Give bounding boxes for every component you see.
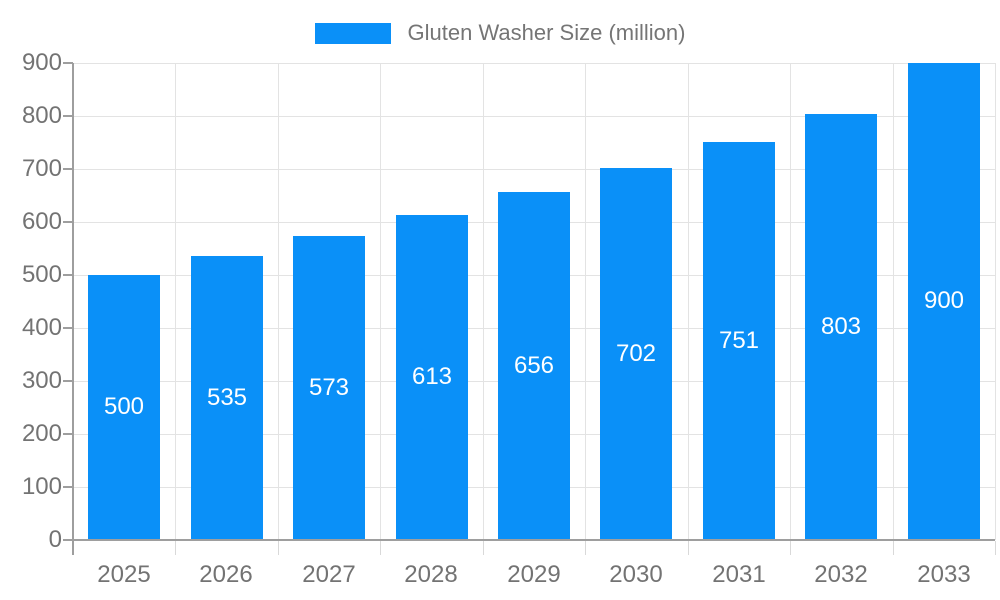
bar-value-label: 613 <box>411 363 453 390</box>
x-axis-tick-label: 2027 <box>302 561 356 588</box>
bar-2026[interactable]: 535 <box>191 256 263 539</box>
bar-value-label: 751 <box>718 326 760 354</box>
gridline-horizontal <box>74 63 995 64</box>
y-axis-tick-label: 200 <box>21 420 62 447</box>
y-axis-tick-label: 900 <box>21 49 62 76</box>
gridline-vertical <box>483 63 484 540</box>
gridline-vertical <box>790 63 791 540</box>
y-axis-tick <box>63 539 73 541</box>
x-axis-tick-label: 2033 <box>917 561 971 588</box>
gridline-vertical <box>380 63 381 540</box>
legend-label: Gluten Washer Size (million) <box>407 20 686 45</box>
legend-item[interactable]: Gluten Washer Size (million) <box>0 20 1000 46</box>
x-axis-tick-label: 2030 <box>609 561 663 588</box>
y-axis-tick <box>63 274 73 276</box>
y-axis-tick-label: 700 <box>21 155 62 182</box>
x-axis-tick <box>995 541 996 555</box>
bar-2032[interactable]: 803 <box>805 114 877 539</box>
bar-2031[interactable]: 751 <box>703 142 775 539</box>
bar-value-label: 573 <box>308 373 350 401</box>
y-axis-line <box>72 63 74 555</box>
gridline-vertical <box>278 63 279 540</box>
y-axis-tick <box>63 115 73 117</box>
bar-value-label: 900 <box>923 287 965 314</box>
y-axis-tick <box>63 168 73 170</box>
x-axis-tick <box>175 541 176 555</box>
y-axis-tick <box>63 433 73 435</box>
bar-value-label: 500 <box>103 393 145 420</box>
gridline-vertical <box>175 63 176 540</box>
y-axis-tick <box>63 221 73 223</box>
y-axis-tick-label: 100 <box>21 473 62 500</box>
x-axis-tick-label: 2028 <box>404 561 458 588</box>
gridline-vertical <box>995 63 996 540</box>
y-axis-tick-label: 400 <box>21 314 62 341</box>
bar-value-label: 656 <box>513 351 555 379</box>
gridline-vertical <box>688 63 689 540</box>
x-axis-line <box>72 539 995 541</box>
bar-2027[interactable]: 573 <box>293 236 365 539</box>
x-axis-tick <box>790 541 791 555</box>
y-axis-tick <box>63 327 73 329</box>
y-axis-tick-label: 800 <box>21 102 62 129</box>
x-axis-tick <box>688 541 689 555</box>
y-axis-tick-label: 0 <box>48 526 62 553</box>
x-axis-tick-label: 2029 <box>507 561 561 588</box>
x-axis-tick <box>483 541 484 555</box>
bar-2033[interactable]: 900 <box>908 63 980 539</box>
x-axis-tick <box>380 541 381 555</box>
bar-value-label: 702 <box>615 339 657 367</box>
gridline-vertical <box>893 63 894 540</box>
gridline-horizontal <box>74 116 995 117</box>
x-axis-tick <box>893 541 894 555</box>
y-axis-tick-label: 500 <box>21 261 62 288</box>
y-axis-tick-label: 600 <box>21 208 62 235</box>
bar-2030[interactable]: 702 <box>600 168 672 539</box>
gridline-horizontal <box>74 169 995 170</box>
y-axis-tick-label: 300 <box>21 367 62 394</box>
gridline-vertical <box>585 63 586 540</box>
bar-2025[interactable]: 500 <box>88 275 160 539</box>
x-axis-tick-label: 2025 <box>97 561 151 588</box>
x-axis-tick-label: 2031 <box>712 561 766 588</box>
legend-swatch <box>314 22 391 44</box>
x-axis-tick-label: 2032 <box>814 561 868 588</box>
bar-value-label: 535 <box>206 383 248 411</box>
y-axis-tick <box>63 380 73 382</box>
bar-2029[interactable]: 656 <box>498 192 570 539</box>
x-axis-tick <box>585 541 586 555</box>
x-axis-tick-label: 2026 <box>199 561 253 588</box>
bar-value-label: 803 <box>820 312 862 340</box>
y-axis-tick <box>63 62 73 64</box>
x-axis-tick <box>278 541 279 555</box>
y-axis-tick <box>63 486 73 488</box>
bar-2028[interactable]: 613 <box>396 215 468 539</box>
